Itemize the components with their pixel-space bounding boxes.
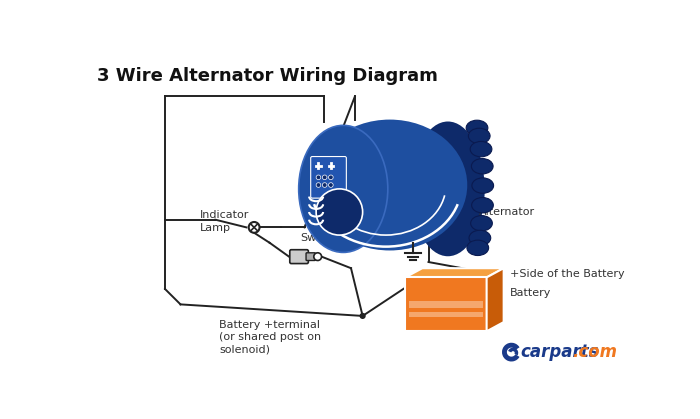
Polygon shape <box>409 312 483 318</box>
Text: Battery: Battery <box>510 288 552 298</box>
Ellipse shape <box>470 215 492 231</box>
Ellipse shape <box>411 122 484 256</box>
Ellipse shape <box>472 197 493 213</box>
FancyBboxPatch shape <box>306 253 315 261</box>
Circle shape <box>248 222 260 233</box>
Ellipse shape <box>472 178 493 193</box>
Circle shape <box>316 183 321 187</box>
Ellipse shape <box>467 240 489 256</box>
Text: Switch: Switch <box>300 233 337 243</box>
Polygon shape <box>486 268 504 331</box>
Ellipse shape <box>312 119 468 251</box>
Text: Alternator: Alternator <box>479 207 535 217</box>
Circle shape <box>360 313 365 319</box>
Circle shape <box>316 189 363 235</box>
Ellipse shape <box>470 142 492 157</box>
Ellipse shape <box>466 120 488 136</box>
Text: +Side of the Battery: +Side of the Battery <box>510 269 624 279</box>
Circle shape <box>322 183 327 187</box>
Circle shape <box>316 175 321 180</box>
Ellipse shape <box>299 125 388 252</box>
Text: carparts: carparts <box>520 343 598 361</box>
Text: Indicator
Lamp: Indicator Lamp <box>200 210 249 233</box>
Circle shape <box>322 175 327 180</box>
Ellipse shape <box>469 230 491 246</box>
Polygon shape <box>405 268 504 277</box>
Polygon shape <box>409 300 483 308</box>
Text: Battery +terminal
(or shared post on
solenoid): Battery +terminal (or shared post on sol… <box>219 320 321 354</box>
Polygon shape <box>405 277 486 331</box>
FancyBboxPatch shape <box>311 157 346 198</box>
Ellipse shape <box>471 158 493 174</box>
Text: .com: .com <box>572 343 617 361</box>
Text: 3 Wire Alternator Wiring Diagram: 3 Wire Alternator Wiring Diagram <box>97 67 438 85</box>
Circle shape <box>328 183 333 187</box>
FancyBboxPatch shape <box>290 250 309 264</box>
Circle shape <box>328 175 333 180</box>
Circle shape <box>314 253 321 261</box>
Ellipse shape <box>468 128 490 144</box>
